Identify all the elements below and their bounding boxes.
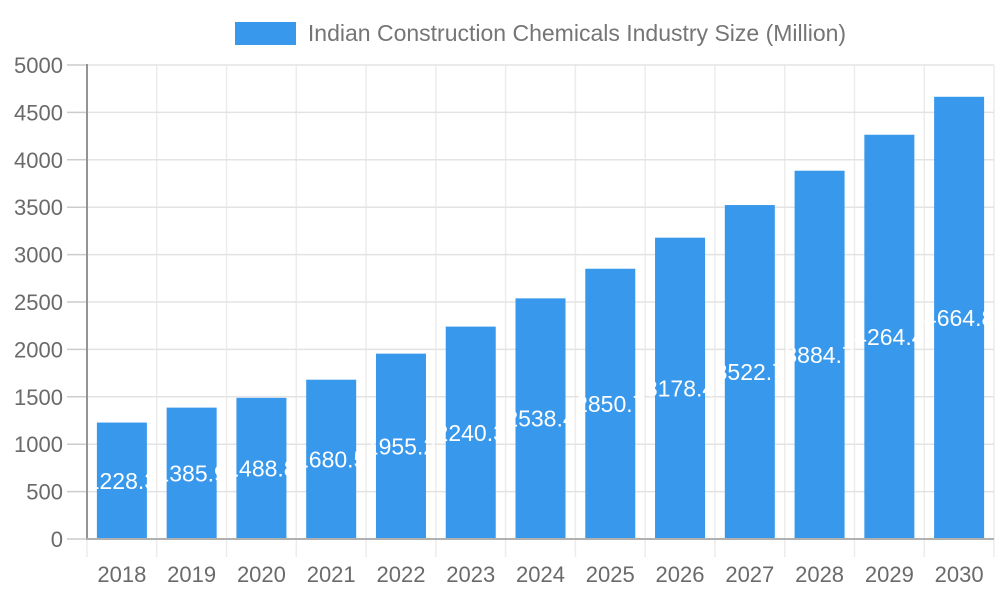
x-axis-label: 2018 (97, 562, 146, 587)
bar (515, 298, 566, 539)
y-axis-label: 3000 (14, 243, 63, 268)
bar-value-label: 1680.5 (296, 446, 366, 472)
bar (236, 397, 287, 539)
y-axis-label: 5000 (14, 53, 63, 78)
bar-value-label: 1385.9 (156, 460, 226, 486)
bar (585, 268, 636, 539)
bar-value-label: 3178.4 (645, 375, 716, 401)
bar-value-label: 1228.3 (87, 468, 157, 494)
x-axis-label: 2021 (307, 562, 356, 587)
y-axis-label: 0 (51, 527, 63, 552)
x-axis-label: 2020 (237, 562, 286, 587)
bar-value-label: 3884.7 (784, 342, 854, 368)
bar (166, 407, 217, 539)
legend-label: Indian Construction Chemicals Industry S… (307, 19, 847, 46)
y-axis-label: 3500 (14, 195, 63, 220)
x-axis-label: 2030 (935, 562, 984, 587)
bar-value-label: 1955.2 (366, 433, 436, 459)
x-axis-label: 2023 (446, 562, 495, 587)
bar (864, 134, 915, 540)
bar (724, 205, 775, 539)
y-axis-label: 4500 (14, 100, 63, 125)
bar-value-label: 3522.7 (715, 359, 785, 385)
bar-value-label: 2240.3 (436, 420, 506, 446)
bar-value-label: 4664.8 (924, 305, 994, 331)
bar-value-label: 1488.8 (226, 455, 296, 481)
x-axis-label: 2028 (795, 562, 844, 587)
x-axis-label: 2027 (725, 562, 774, 587)
y-axis-label: 2500 (14, 290, 63, 315)
bar-value-label: 2538.4 (505, 406, 576, 432)
legend-swatch (234, 21, 296, 45)
bar (306, 379, 357, 539)
bar (655, 237, 706, 539)
x-axis-label: 2024 (516, 562, 565, 587)
bar-value-label: 2850.7 (575, 391, 645, 417)
x-axis-label: 2022 (376, 562, 425, 587)
y-axis-label: 2000 (14, 337, 63, 362)
y-axis-label: 4000 (14, 148, 63, 173)
legend[interactable]: Indian Construction Chemicals Industry S… (87, 20, 994, 46)
y-axis-label: 1500 (14, 385, 63, 410)
x-axis-label: 2029 (865, 562, 914, 587)
bar-value-label: 4264.4 (854, 324, 925, 350)
bar (934, 96, 985, 539)
bar (794, 170, 845, 539)
bar (375, 353, 426, 539)
y-axis-label: 1000 (14, 432, 63, 457)
x-axis-label: 2019 (167, 562, 216, 587)
x-axis-label: 2026 (656, 562, 705, 587)
y-axis-label: 500 (26, 480, 63, 505)
bar (96, 422, 147, 539)
bar (445, 326, 496, 539)
x-axis-label: 2025 (586, 562, 635, 587)
